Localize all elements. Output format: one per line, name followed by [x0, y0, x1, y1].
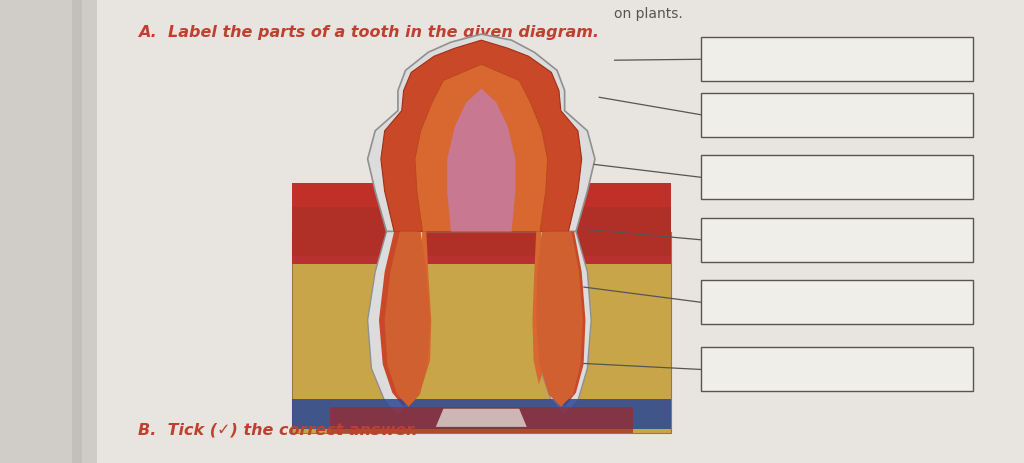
FancyBboxPatch shape — [701, 347, 973, 391]
Polygon shape — [292, 191, 671, 264]
FancyBboxPatch shape — [701, 93, 973, 137]
FancyBboxPatch shape — [701, 155, 973, 199]
Polygon shape — [532, 232, 548, 385]
Polygon shape — [368, 34, 595, 232]
Bar — [0, 0, 82, 463]
Polygon shape — [436, 409, 526, 427]
Polygon shape — [292, 232, 671, 433]
Polygon shape — [535, 232, 591, 417]
Polygon shape — [381, 40, 582, 232]
Polygon shape — [368, 232, 428, 417]
FancyBboxPatch shape — [701, 37, 973, 81]
Text: on plants.: on plants. — [614, 7, 683, 21]
Bar — [72, 0, 97, 463]
Polygon shape — [292, 183, 671, 211]
Polygon shape — [379, 232, 426, 407]
Polygon shape — [330, 407, 633, 433]
Polygon shape — [416, 232, 431, 385]
Polygon shape — [292, 399, 671, 429]
Polygon shape — [415, 64, 548, 232]
Polygon shape — [385, 232, 430, 407]
Polygon shape — [540, 232, 586, 407]
Polygon shape — [537, 232, 583, 407]
FancyBboxPatch shape — [701, 218, 973, 262]
Polygon shape — [447, 88, 515, 232]
Polygon shape — [292, 207, 671, 256]
Text: B.  Tick (✓) the correct answer.: B. Tick (✓) the correct answer. — [138, 423, 418, 438]
FancyBboxPatch shape — [701, 280, 973, 324]
Text: A.  Label the parts of a tooth in the given diagram.: A. Label the parts of a tooth in the giv… — [138, 25, 599, 40]
